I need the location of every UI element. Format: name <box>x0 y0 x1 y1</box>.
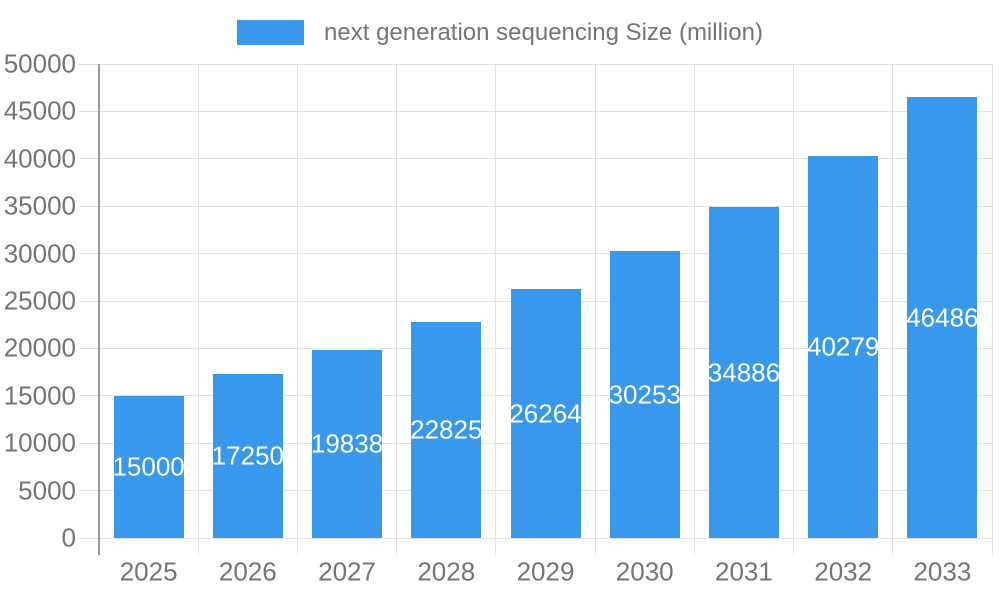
bar-value-label: 34886 <box>707 357 781 388</box>
gridline-vertical <box>296 64 298 555</box>
y-tick-label: 15000 <box>3 380 76 411</box>
y-tick-label: 5000 <box>18 475 76 506</box>
y-tick-label: 10000 <box>3 427 76 458</box>
x-tick-label: 2030 <box>615 556 674 587</box>
bar-value-label: 46486 <box>906 302 979 333</box>
y-tick-label: 25000 <box>3 285 76 316</box>
gridline-vertical <box>693 64 695 555</box>
bar-value-label: 19838 <box>310 428 384 459</box>
gridline-vertical <box>495 64 497 555</box>
bar-value-label: 30253 <box>608 379 681 410</box>
gridline-vertical <box>892 64 894 555</box>
gridline-vertical <box>991 64 993 555</box>
bar-value-label: 17250 <box>211 440 284 471</box>
gridline-horizontal <box>79 63 992 65</box>
bar[interactable]: 19838 <box>310 349 384 538</box>
legend[interactable]: next generation sequencing Size (million… <box>0 20 1000 45</box>
x-tick-label: 2028 <box>417 556 476 587</box>
bar-value-label: 40279 <box>807 331 880 362</box>
plot-area: 0 5000 10000 15000 20000 25000 30000 35000 40000… <box>4 49 993 587</box>
bar[interactable]: 46486 <box>906 97 979 538</box>
gridline-vertical <box>594 64 596 555</box>
legend-swatch-icon <box>237 20 305 45</box>
y-tick-label: 45000 <box>3 95 76 126</box>
bar[interactable]: 17250 <box>211 374 284 538</box>
x-tick-label: 2029 <box>516 556 575 587</box>
y-tick-label: 0 <box>61 522 76 553</box>
x-tick-label: 2032 <box>814 556 873 587</box>
gridline-horizontal <box>79 205 992 207</box>
gridline-horizontal <box>79 253 992 255</box>
bar-value-label: 22825 <box>410 414 483 445</box>
gridline-horizontal <box>79 110 992 112</box>
x-tick-label: 2026 <box>218 556 277 587</box>
y-tick-label: 40000 <box>3 143 76 174</box>
bar-value-label: 15000 <box>112 451 185 482</box>
y-axis-line <box>98 64 100 555</box>
y-tick-label: 50000 <box>3 48 76 79</box>
gridline-vertical <box>197 64 199 555</box>
x-tick-label: 2031 <box>715 556 773 587</box>
gridline-horizontal <box>79 158 992 160</box>
x-tick-label: 2033 <box>913 556 972 587</box>
bar[interactable]: 34886 <box>707 207 781 538</box>
bar[interactable]: 40279 <box>807 156 880 538</box>
gridline-horizontal <box>79 537 992 539</box>
legend-label: next generation sequencing Size (million… <box>324 19 763 46</box>
bar[interactable]: 15000 <box>112 395 185 538</box>
bar-value-label: 26264 <box>509 398 582 429</box>
y-tick-label: 20000 <box>3 332 76 363</box>
x-tick-label: 2027 <box>318 556 376 587</box>
bar[interactable]: 22825 <box>410 321 483 538</box>
bar[interactable]: 26264 <box>509 289 582 538</box>
gridline-vertical <box>396 64 398 555</box>
y-tick-label: 35000 <box>3 190 76 221</box>
y-tick-label: 30000 <box>3 238 76 269</box>
bar[interactable]: 30253 <box>608 251 681 538</box>
gridline-vertical <box>793 64 795 555</box>
x-tick-label: 2025 <box>119 556 178 587</box>
